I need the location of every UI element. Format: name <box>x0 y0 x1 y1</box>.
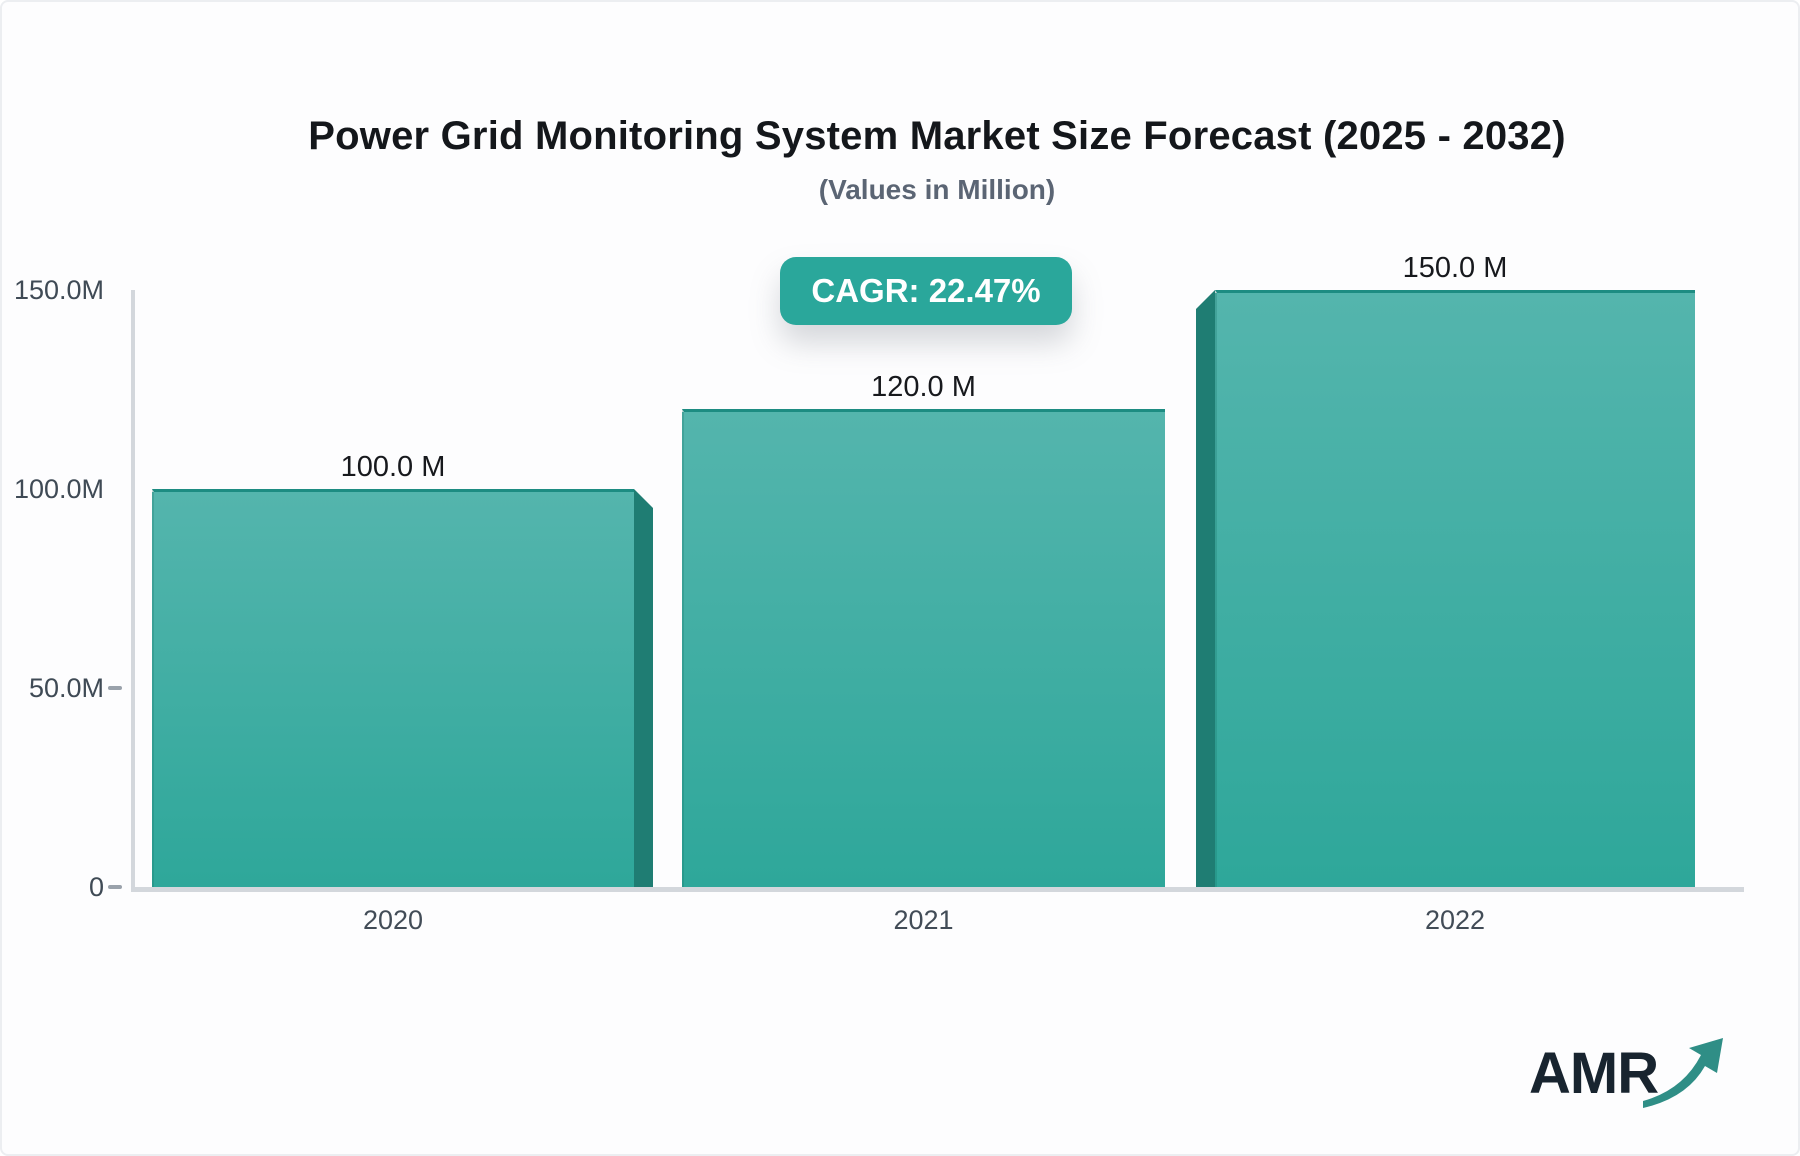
cagr-badge-label: CAGR: 22.47% <box>811 272 1041 309</box>
y-tick-label: 50.0M <box>28 673 104 703</box>
trend-arrow-icon <box>1643 1038 1723 1108</box>
x-axis-label-2022: 2022 <box>1424 905 1486 935</box>
y-tick-mark <box>108 885 122 889</box>
y-tick-label: 150.0M <box>13 275 104 305</box>
y-axis-line <box>131 290 135 888</box>
y-tick-label: 100.0M <box>13 474 104 504</box>
bar-value-label: 100.0 M <box>340 451 446 483</box>
bar-3d-side <box>1196 290 1215 887</box>
bar-2020 <box>152 489 634 887</box>
bar-3d-side <box>634 489 653 887</box>
chart-subtitle: (Values in Million) <box>818 174 1056 205</box>
amr-logo: AMR <box>1529 1032 1729 1122</box>
cagr-badge: CAGR: 22.47% <box>780 257 1072 325</box>
bar-2021 <box>682 409 1165 887</box>
bar-2022 <box>1215 290 1695 887</box>
y-tick-mark <box>108 686 122 690</box>
bar-value-label: 120.0 M <box>871 371 976 403</box>
chart-title: Power Grid Monitoring System Market Size… <box>308 114 1566 158</box>
x-axis-label-2020: 2020 <box>362 905 424 935</box>
amr-logo-text: AMR <box>1529 1041 1659 1106</box>
y-tick-label: 0 <box>88 872 104 902</box>
x-axis-label-2021: 2021 <box>893 905 954 935</box>
x-axis-line <box>131 887 1744 892</box>
bar-value-label: 150.0 M <box>1402 252 1508 284</box>
